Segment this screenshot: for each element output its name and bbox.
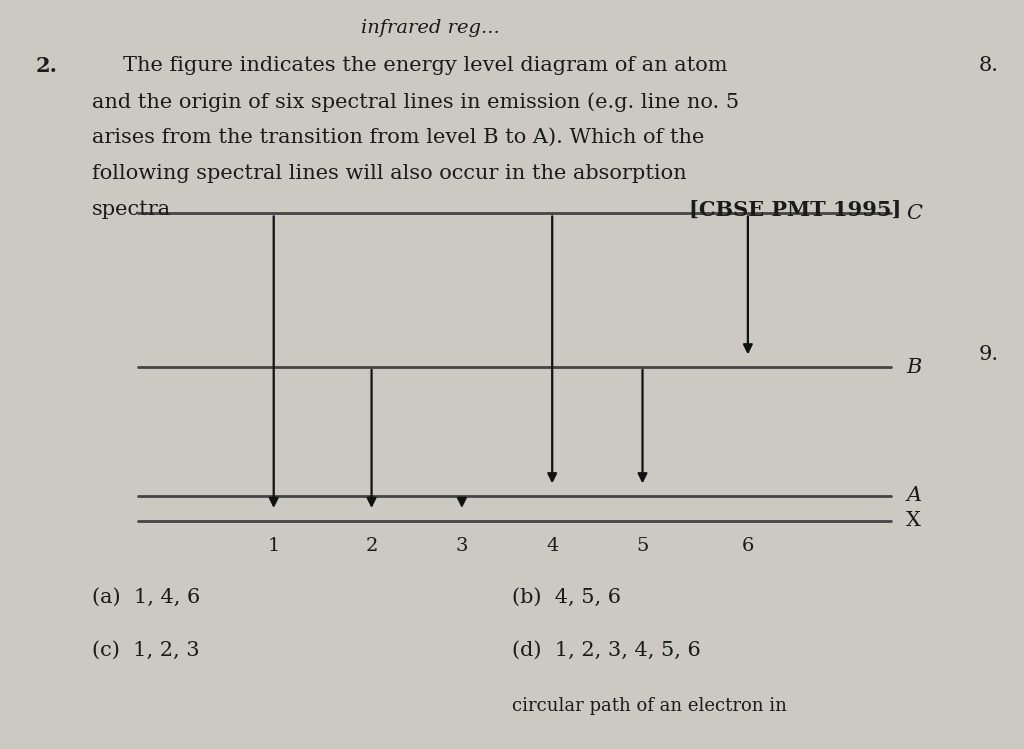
Text: arises from the transition from level B to A). Which of the: arises from the transition from level B … [92, 128, 705, 147]
Text: following spectral lines will also occur in the absorption: following spectral lines will also occur… [92, 164, 687, 183]
Text: 6: 6 [741, 537, 754, 555]
Text: 2.: 2. [36, 56, 57, 76]
Text: [CBSE PMT 1995]: [CBSE PMT 1995] [689, 200, 901, 220]
Text: 9.: 9. [978, 345, 998, 363]
Text: 8.: 8. [978, 56, 998, 75]
Text: B: B [906, 357, 922, 377]
Text: X: X [906, 511, 922, 530]
Text: The figure indicates the energy level diagram of an atom: The figure indicates the energy level di… [123, 56, 727, 75]
Text: (d)  1, 2, 3, 4, 5, 6: (d) 1, 2, 3, 4, 5, 6 [512, 640, 700, 659]
Text: circular path of an electron in: circular path of an electron in [512, 697, 786, 715]
Text: A: A [906, 487, 922, 506]
Text: (a)  1, 4, 6: (a) 1, 4, 6 [92, 588, 201, 607]
Text: (c)  1, 2, 3: (c) 1, 2, 3 [92, 640, 200, 659]
Text: spectra: spectra [92, 200, 171, 219]
Text: 5: 5 [636, 537, 648, 555]
Text: 1: 1 [267, 537, 280, 555]
Text: 3: 3 [456, 537, 468, 555]
Text: 4: 4 [546, 537, 558, 555]
Text: (b)  4, 5, 6: (b) 4, 5, 6 [512, 588, 621, 607]
Text: C: C [906, 204, 923, 223]
Text: infrared reg...: infrared reg... [360, 19, 500, 37]
Text: and the origin of six spectral lines in emission (e.g. line no. 5: and the origin of six spectral lines in … [92, 92, 739, 112]
Text: 2: 2 [366, 537, 378, 555]
